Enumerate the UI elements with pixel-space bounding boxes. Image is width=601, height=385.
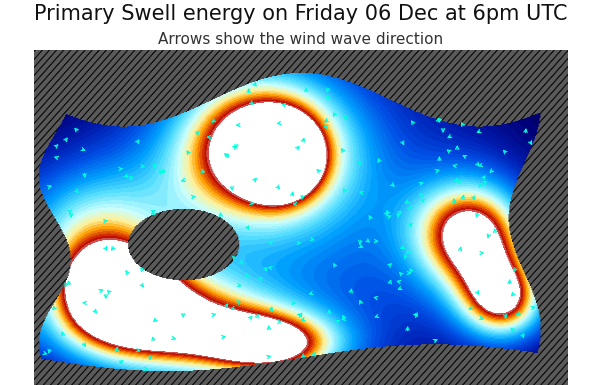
Text: Arrows show the wind wave direction: Arrows show the wind wave direction [158, 32, 443, 47]
Text: Primary Swell energy on Friday 06 Dec at 6pm UTC: Primary Swell energy on Friday 06 Dec at… [34, 4, 567, 24]
